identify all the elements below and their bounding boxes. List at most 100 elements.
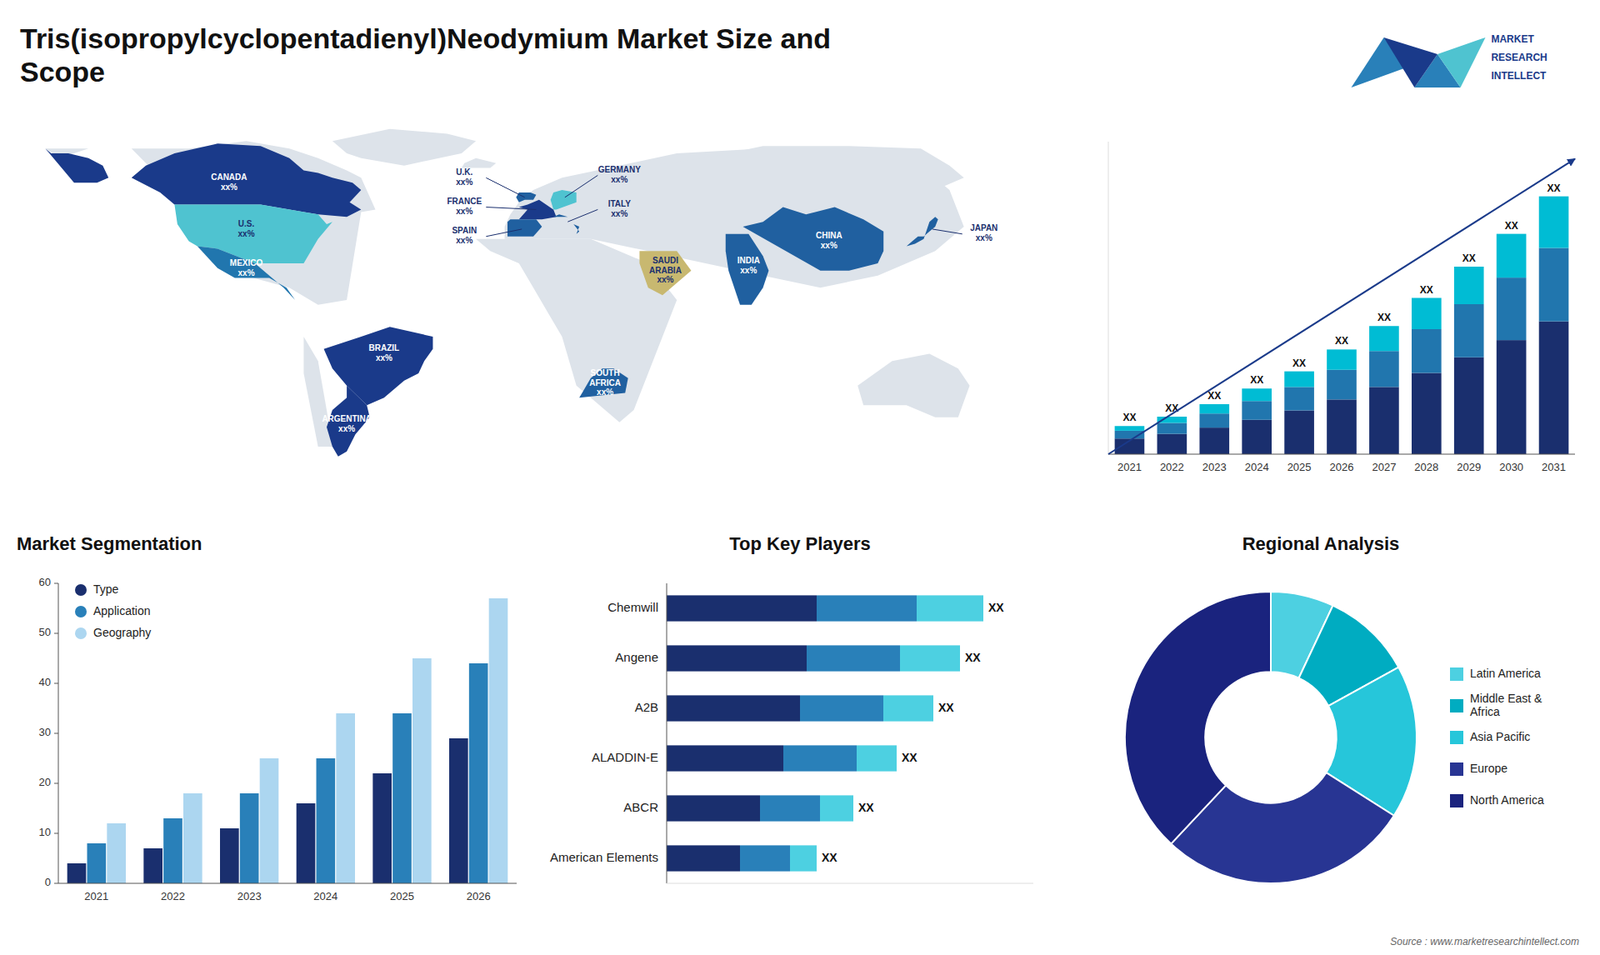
- bar: [816, 595, 917, 621]
- bar: [666, 745, 784, 771]
- country: [324, 326, 434, 405]
- map-label: BRAZIL: [369, 343, 400, 353]
- map-label: ARGENTINA: [321, 414, 371, 424]
- bar: [1326, 399, 1357, 455]
- bar: [916, 595, 984, 621]
- leader-line: [485, 207, 536, 210]
- country: [174, 205, 332, 264]
- bar: [240, 793, 260, 884]
- y-tick-label: A2B: [635, 700, 659, 715]
- bar: [163, 818, 183, 884]
- bar: [666, 795, 760, 821]
- donut: [1125, 591, 1417, 884]
- bar: [335, 713, 355, 884]
- bar: [856, 745, 897, 771]
- bar: [489, 598, 509, 884]
- logo-text: MARKET: [1490, 33, 1535, 45]
- map-value-label: xx%: [596, 387, 614, 397]
- data-label: XX: [1292, 357, 1306, 370]
- bar: [1411, 373, 1442, 455]
- bar: [1411, 298, 1442, 330]
- map-label: MEXICO: [230, 258, 264, 268]
- leader-line: [932, 229, 963, 235]
- map-value-label: xx%: [455, 206, 473, 216]
- bar: [87, 843, 107, 884]
- bar: [1496, 234, 1527, 279]
- country: [519, 200, 557, 220]
- map-value-label: xx%: [455, 177, 473, 187]
- y-tick-label: American Elements: [550, 850, 659, 865]
- bar: [1284, 386, 1315, 410]
- data-label: XX: [1122, 411, 1136, 424]
- bars: [666, 595, 984, 871]
- map-value-label: xx%: [610, 175, 628, 185]
- map: CANADAxx%U.S.xx%MEXICOxx%BRAZILxx%ARGENT…: [45, 129, 998, 457]
- y-tick: [54, 583, 59, 585]
- x-tick-label: 2026: [1330, 460, 1355, 474]
- y-axis-line: [1108, 141, 1110, 455]
- map-value-label: xx%: [820, 240, 838, 250]
- bar: [666, 845, 740, 871]
- bar: [1369, 350, 1400, 387]
- country: [906, 216, 939, 246]
- x-tick-label: 2026: [466, 890, 491, 903]
- map-label: SPAIN: [451, 225, 477, 235]
- bar: [1539, 321, 1570, 455]
- bar: [1454, 357, 1485, 455]
- x-tick-label: 2022: [1160, 460, 1185, 474]
- chart-title: Market Segmentation: [16, 533, 203, 555]
- bar: [220, 828, 240, 884]
- land: [857, 354, 970, 418]
- map-value-label: xx%: [238, 229, 255, 239]
- bar: [1454, 266, 1485, 305]
- y-tick-label: 60: [39, 575, 51, 589]
- y-tick: [54, 783, 59, 785]
- map-label: FRANCE: [446, 196, 482, 206]
- bar: [740, 845, 790, 871]
- legend-label: Type: [93, 582, 120, 596]
- bar: [1284, 371, 1315, 388]
- bar: [1157, 423, 1188, 435]
- x-tick-label: 2021: [1117, 460, 1142, 474]
- x-axis-line: [666, 883, 1034, 885]
- donut-slice: [1125, 591, 1271, 845]
- bar: [1369, 386, 1400, 455]
- legend-swatch: [1450, 794, 1464, 808]
- legend-swatch: [1450, 730, 1464, 745]
- bar: [412, 658, 432, 884]
- data-label: XX: [1462, 252, 1476, 265]
- x-tick-label: 2027: [1371, 460, 1396, 474]
- country: [197, 245, 295, 300]
- bar: [449, 738, 469, 884]
- bar: [666, 595, 817, 621]
- leader-line: [485, 177, 525, 197]
- country: [579, 368, 629, 398]
- leader-line: [485, 229, 522, 237]
- map-label: JAPAN: [970, 223, 998, 233]
- data-label: XX: [1207, 390, 1221, 402]
- legend-swatch: [75, 627, 87, 640]
- land: [461, 158, 496, 169]
- y-tick-label: ALADDIN-E: [591, 750, 659, 765]
- x-tick-label: 2023: [237, 890, 262, 903]
- bar: [1326, 349, 1357, 370]
- data-label: XX: [901, 750, 918, 765]
- bar: [783, 745, 857, 771]
- logo-text: INTELLECT: [1490, 70, 1547, 82]
- bar: [1241, 388, 1272, 401]
- bar: [1496, 277, 1527, 340]
- data-label: XX: [965, 650, 981, 665]
- chart-title: Top Key Players: [729, 533, 871, 555]
- land: [605, 145, 965, 190]
- map-label: U.S.: [238, 219, 255, 229]
- y-tick-label: ABCR: [623, 800, 659, 815]
- bar: [1411, 329, 1442, 374]
- bar: [183, 793, 203, 884]
- bar: [883, 695, 934, 721]
- y-tick: [54, 733, 59, 735]
- logo-shape: [1384, 37, 1438, 88]
- map-label: INDIA: [737, 255, 760, 265]
- y-tick-label: 50: [39, 625, 51, 639]
- map-label: SOUTHAFRICA: [589, 367, 621, 387]
- bar: [900, 645, 960, 671]
